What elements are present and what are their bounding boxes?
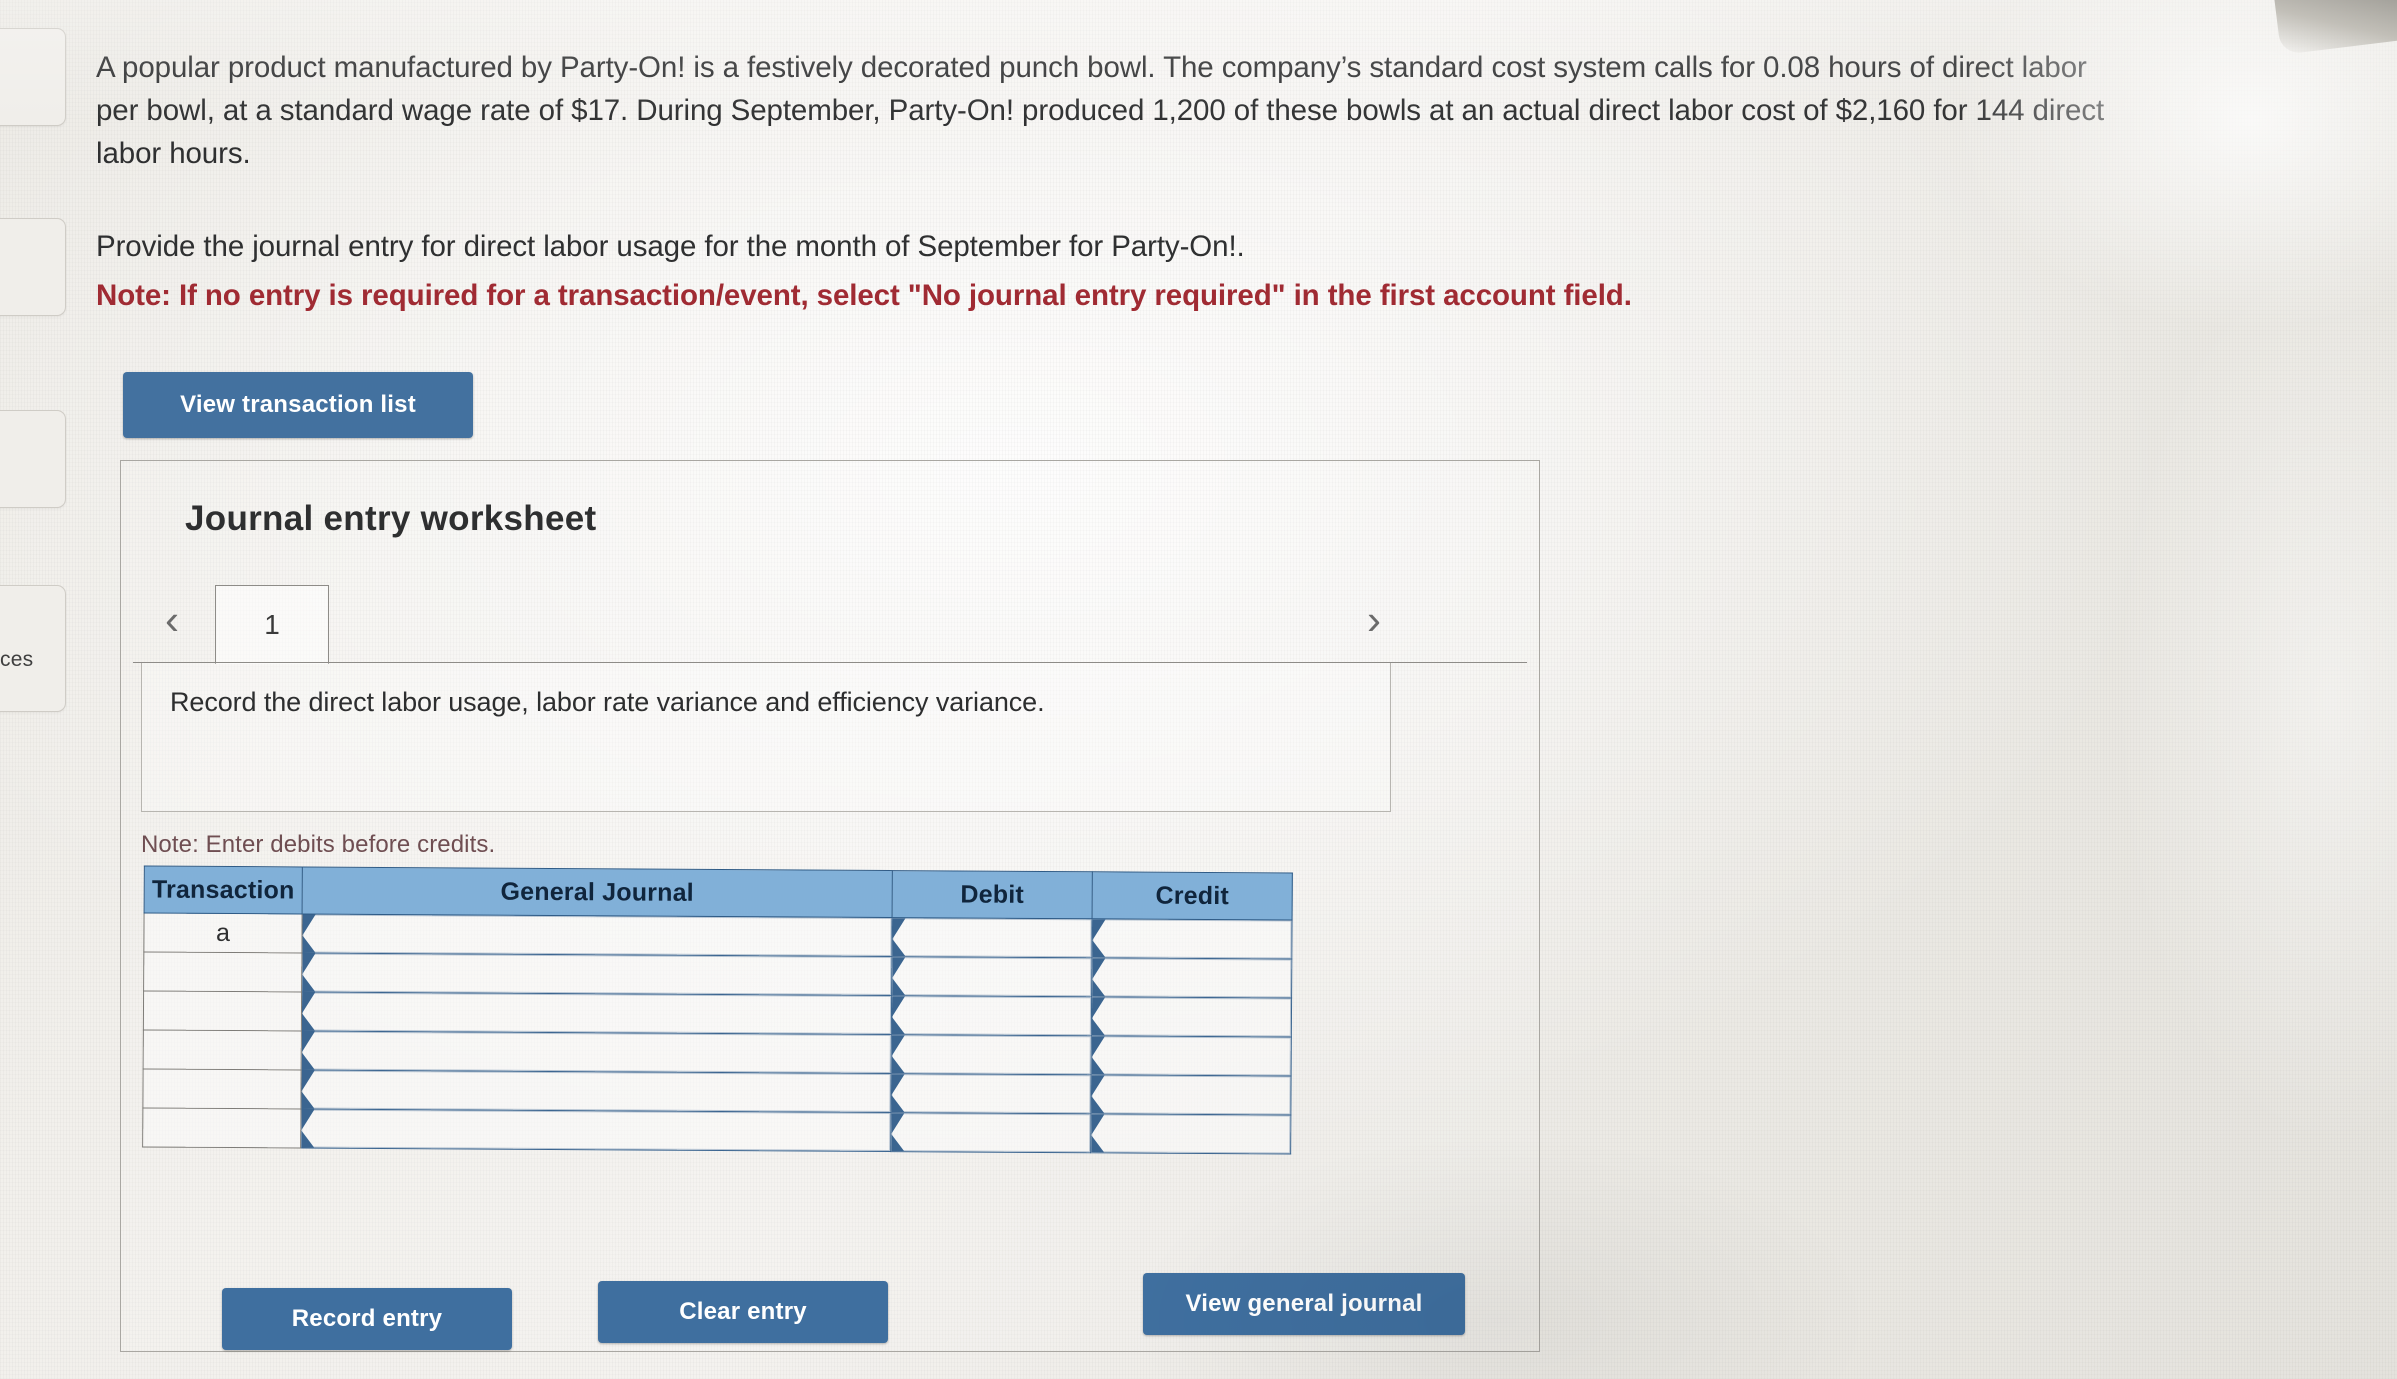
column-header-general-journal: General Journal [302, 866, 893, 918]
column-header-transaction: Transaction [144, 865, 303, 914]
cell-transaction[interactable] [143, 990, 302, 1031]
problem-prompt: Provide the journal entry for direct lab… [96, 230, 1245, 263]
cell-transaction[interactable] [143, 951, 302, 992]
view-general-journal-button[interactable]: View general journal [1143, 1273, 1465, 1335]
cell-debit[interactable] [891, 956, 1092, 997]
cell-transaction[interactable] [142, 1107, 301, 1148]
view-transaction-list-button[interactable]: View transaction list [123, 372, 473, 438]
table-header-row: Transaction General Journal Debit Credit [144, 865, 1293, 921]
worksheet-tabstrip: ‹ 1 › [121, 585, 1539, 664]
chevron-left-icon[interactable]: ‹ [165, 596, 179, 643]
cell-credit[interactable] [1091, 957, 1292, 999]
sidebar-panel-fragment-2 [0, 218, 66, 316]
cell-general-journal[interactable] [300, 1108, 891, 1152]
cell-general-journal[interactable] [301, 952, 892, 996]
clear-entry-button[interactable]: Clear entry [598, 1281, 888, 1343]
worksheet-tab-1[interactable]: 1 [215, 585, 329, 664]
worksheet-description-panel: Record the direct labor usage, labor rat… [141, 663, 1391, 812]
journal-entry-table: Transaction General Journal Debit Credit… [142, 865, 1293, 1155]
cell-credit[interactable] [1091, 996, 1292, 1038]
journal-entry-worksheet-panel: Journal entry worksheet ‹ 1 › Record the… [120, 460, 1540, 1352]
worksheet-description-text: Record the direct labor usage, labor rat… [170, 687, 1045, 717]
cell-debit[interactable] [891, 1034, 1092, 1075]
sidebar-panel-fragment-3 [0, 410, 66, 508]
cell-credit[interactable] [1090, 1074, 1292, 1116]
cell-credit[interactable] [1090, 1113, 1291, 1155]
cell-credit[interactable] [1091, 1035, 1292, 1077]
cell-debit[interactable] [891, 995, 1092, 1036]
journal-entry-table-body: a [142, 912, 1293, 1155]
cell-general-journal[interactable] [301, 1030, 892, 1074]
cell-debit[interactable] [890, 1112, 1091, 1153]
worksheet-title: Journal entry worksheet [185, 499, 597, 538]
cell-debit[interactable] [890, 1073, 1092, 1114]
cell-general-journal[interactable] [301, 991, 892, 1035]
sidebar-cut-label: ces [0, 648, 34, 671]
cell-general-journal[interactable] [300, 1069, 892, 1113]
enter-debits-before-credits-note: Note: Enter debits before credits. [141, 831, 496, 858]
cell-transaction[interactable]: a [143, 912, 303, 953]
cell-transaction[interactable] [142, 1068, 302, 1109]
problem-prompt-block: Provide the journal entry for direct lab… [96, 225, 1996, 317]
record-entry-button[interactable]: Record entry [222, 1288, 512, 1350]
column-header-debit: Debit [892, 870, 1093, 919]
cell-credit[interactable] [1091, 918, 1293, 960]
cell-general-journal[interactable] [301, 913, 893, 957]
table-row [142, 1107, 1291, 1155]
sidebar-panel-fragment-1 [0, 28, 66, 126]
cell-debit[interactable] [891, 917, 1093, 958]
problem-statement: A popular product manufactured by Party-… [96, 51, 2105, 170]
cell-transaction[interactable] [143, 1029, 302, 1070]
chevron-right-icon[interactable]: › [1367, 596, 1381, 643]
column-header-credit: Credit [1092, 871, 1293, 921]
no-entry-required-note: Note: If no entry is required for a tran… [96, 279, 1632, 312]
